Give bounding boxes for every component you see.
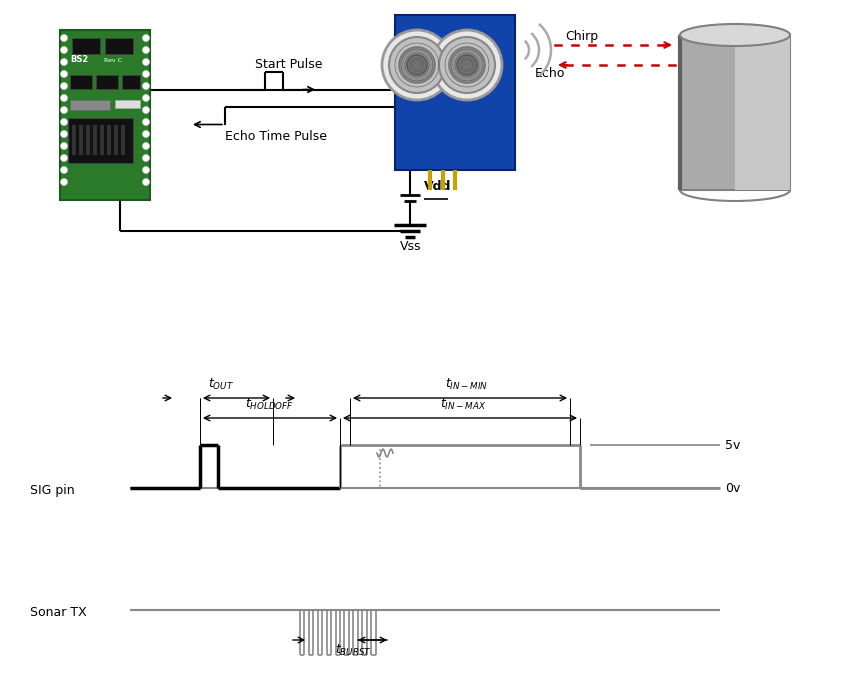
- Text: Rev C: Rev C: [104, 58, 122, 63]
- Circle shape: [60, 59, 67, 65]
- Bar: [60, 30, 150, 200]
- Circle shape: [60, 119, 67, 125]
- Circle shape: [143, 83, 150, 90]
- Bar: [680, 35, 790, 190]
- Circle shape: [60, 46, 67, 54]
- Circle shape: [60, 34, 67, 41]
- Circle shape: [143, 119, 150, 125]
- Text: Echo Time Pulse: Echo Time Pulse: [225, 130, 327, 143]
- Bar: [115, 100, 140, 108]
- Circle shape: [389, 37, 445, 93]
- Text: $t_{IN-MIN}$: $t_{IN-MIN}$: [445, 377, 488, 392]
- Text: Sonar TX: Sonar TX: [30, 606, 87, 619]
- Circle shape: [143, 46, 150, 54]
- Bar: [70, 100, 110, 110]
- Circle shape: [60, 178, 67, 185]
- Circle shape: [143, 59, 150, 65]
- Bar: [735, 35, 790, 190]
- Circle shape: [399, 47, 435, 83]
- Circle shape: [143, 130, 150, 138]
- Bar: [114, 125, 118, 155]
- Bar: [72, 38, 100, 54]
- Circle shape: [60, 94, 67, 101]
- Text: $t_{HOLDOFF}$: $t_{HOLDOFF}$: [245, 397, 294, 412]
- Bar: [68, 118, 133, 163]
- Circle shape: [60, 83, 67, 90]
- Circle shape: [60, 167, 67, 174]
- Text: $t_{OUT}$: $t_{OUT}$: [208, 377, 234, 392]
- Bar: [86, 125, 90, 155]
- Circle shape: [143, 107, 150, 114]
- Circle shape: [407, 55, 427, 75]
- Text: $t_{IN-MAX}$: $t_{IN-MAX}$: [440, 397, 487, 412]
- Circle shape: [60, 154, 67, 161]
- Bar: [395, 15, 515, 170]
- Circle shape: [432, 30, 502, 100]
- Bar: [121, 125, 125, 155]
- Circle shape: [382, 30, 452, 100]
- Circle shape: [143, 70, 150, 77]
- Circle shape: [143, 178, 150, 185]
- Circle shape: [449, 47, 485, 83]
- Bar: [105, 38, 133, 54]
- Bar: [122, 75, 140, 89]
- Text: Start Pulse: Start Pulse: [255, 57, 322, 70]
- Text: Echo: Echo: [535, 67, 565, 80]
- Bar: [79, 125, 83, 155]
- Ellipse shape: [680, 24, 790, 46]
- Circle shape: [439, 37, 495, 93]
- Bar: [72, 125, 76, 155]
- Circle shape: [60, 130, 67, 138]
- Text: 0v: 0v: [725, 482, 740, 495]
- Text: 5v: 5v: [725, 439, 740, 452]
- Bar: [100, 125, 104, 155]
- Bar: [96, 75, 118, 89]
- Circle shape: [60, 143, 67, 150]
- Text: $t_{BURST}$: $t_{BURST}$: [335, 643, 372, 658]
- Bar: [70, 75, 92, 89]
- Text: Vss: Vss: [400, 240, 421, 253]
- Bar: [107, 125, 111, 155]
- Text: BS2: BS2: [70, 55, 89, 64]
- Bar: [93, 125, 97, 155]
- Circle shape: [457, 55, 477, 75]
- Circle shape: [143, 143, 150, 150]
- Circle shape: [143, 154, 150, 161]
- Circle shape: [60, 107, 67, 114]
- Text: SIG pin: SIG pin: [30, 484, 75, 497]
- Circle shape: [60, 70, 67, 77]
- Circle shape: [143, 34, 150, 41]
- Text: Chirp: Chirp: [565, 30, 598, 43]
- Text: Vdd: Vdd: [424, 180, 452, 193]
- Circle shape: [143, 167, 150, 174]
- Circle shape: [143, 94, 150, 101]
